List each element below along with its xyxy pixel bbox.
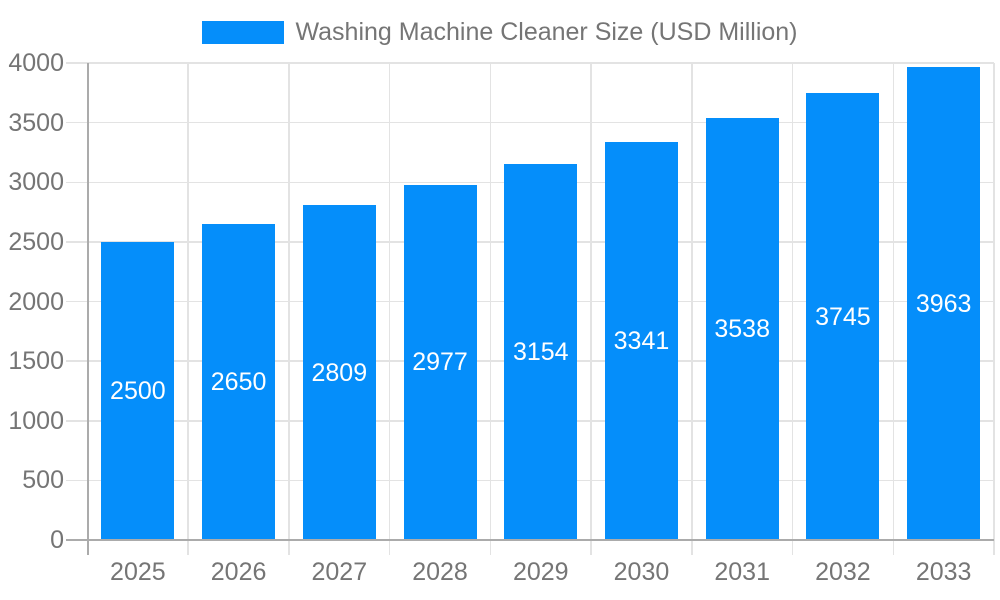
y-gridline <box>66 121 994 124</box>
bar-2026[interactable]: 2650 <box>202 223 276 540</box>
bar-2033[interactable]: 3963 <box>907 67 981 540</box>
legend-label: Washing Machine Cleaner Size (USD Millio… <box>295 18 798 46</box>
bar-value-label: 2977 <box>412 348 468 377</box>
bar-value-label: 3341 <box>613 326 670 355</box>
x-gridline <box>388 63 391 555</box>
bar-value-label: 3154 <box>512 337 569 366</box>
legend-swatch <box>202 20 285 44</box>
y-axis-tick-label: 3000 <box>8 168 64 197</box>
x-gridline <box>791 63 794 555</box>
y-axis-tick-label: 1000 <box>8 406 64 435</box>
y-axis-tick-label: 500 <box>22 466 64 495</box>
x-axis-tick-label: 2026 <box>210 558 267 586</box>
x-gridline <box>993 63 995 555</box>
y-gridline <box>66 62 994 64</box>
bar-2032[interactable]: 3745 <box>806 93 880 540</box>
x-axis-tick-label: 2025 <box>110 558 166 586</box>
x-axis-tick-label: 2029 <box>512 558 569 586</box>
x-gridline <box>691 63 693 555</box>
x-gridline <box>489 63 492 555</box>
x-axis-tick-label: 2030 <box>613 558 670 586</box>
bar-value-label: 2500 <box>110 376 166 405</box>
bar-2028[interactable]: 2977 <box>403 184 477 540</box>
y-axis-tick-label: 3500 <box>8 108 64 137</box>
x-axis-tick-label: 2032 <box>815 558 871 586</box>
y-axis-tick-label: 4000 <box>8 49 64 77</box>
x-axis-tick-label: 2033 <box>915 558 972 586</box>
x-gridline <box>187 63 189 555</box>
x-axis-tick-label: 2027 <box>311 558 368 586</box>
y-axis-tick-label: 1500 <box>8 347 64 376</box>
x-axis-tick-label: 2031 <box>714 558 770 586</box>
x-axis-tick-label: 2028 <box>412 558 468 586</box>
bar-2025[interactable]: 2500 <box>101 241 175 540</box>
x-gridline <box>288 63 290 555</box>
bar-value-label: 2650 <box>210 367 267 396</box>
x-axis-line <box>66 538 994 541</box>
bar-2030[interactable]: 3341 <box>604 141 678 540</box>
y-axis-line <box>86 63 89 555</box>
bar-value-label: 3963 <box>915 289 972 318</box>
y-axis-tick-label: 2500 <box>8 227 64 256</box>
chart-legend[interactable]: Washing Machine Cleaner Size (USD Millio… <box>0 19 1000 45</box>
x-gridline <box>892 63 895 555</box>
x-gridline <box>590 63 592 555</box>
y-axis-tick-label: 2000 <box>8 287 64 316</box>
bar-2027[interactable]: 2809 <box>302 205 376 540</box>
bar-2031[interactable]: 3538 <box>705 118 779 540</box>
bar-2029[interactable]: 3154 <box>504 163 578 540</box>
y-axis-tick-label: 0 <box>50 526 64 554</box>
bar-value-label: 3745 <box>815 302 871 331</box>
bar-value-label: 3538 <box>714 315 770 344</box>
bar-value-label: 2809 <box>311 358 368 387</box>
